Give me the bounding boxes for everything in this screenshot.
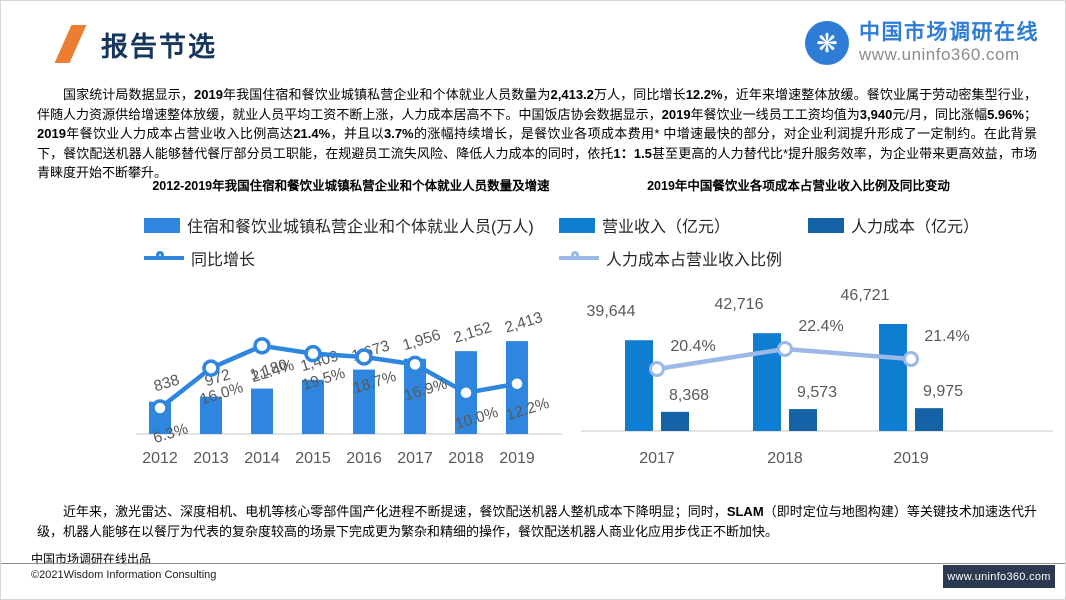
intro-paragraph: 国家统计局数据显示，2019年我国住宿和餐饮业城镇私营企业和个体就业人员数量为2…: [37, 87, 1037, 180]
svg-text:2017: 2017: [397, 450, 433, 467]
legend-label: 营业收入（亿元）: [602, 219, 731, 236]
legend-item-labor-cost: 人力成本（亿元）: [808, 213, 979, 237]
legend-label: 人力成本（亿元）: [851, 219, 980, 236]
svg-text:2,413: 2,413: [503, 309, 545, 337]
svg-text:21.4%: 21.4%: [924, 328, 969, 345]
legend-label: 同比增长: [191, 252, 256, 269]
bar-swatch-icon: [808, 217, 845, 233]
svg-text:2016: 2016: [346, 450, 382, 467]
line-swatch-icon: [144, 251, 184, 260]
left-chart-legend: 住宿和餐饮业城镇私营企业和个体就业人员(万人) 同比增长: [144, 213, 534, 279]
bar-swatch-icon: [144, 217, 180, 233]
footer-url-badge[interactable]: www.uninfo360.com: [943, 565, 1055, 588]
svg-text:42,716: 42,716: [715, 296, 764, 313]
section-slash-icon: [54, 25, 87, 63]
legend-label: 住宿和餐饮业城镇私营企业和个体就业人员(万人): [187, 219, 534, 236]
svg-text:1,956: 1,956: [401, 327, 443, 355]
svg-text:9,975: 9,975: [923, 383, 963, 400]
svg-text:2012: 2012: [142, 450, 178, 467]
page-title: 报告节选: [101, 32, 217, 62]
right-chart-legend: 营业收入（亿元） 人力成本（亿元） 人力成本占营业收入比例: [559, 213, 979, 279]
bar-swatch-icon: [559, 217, 595, 233]
logo-url: www.uninfo360.com: [859, 45, 1020, 65]
footer-divider: [1, 563, 1065, 564]
svg-text:9,573: 9,573: [797, 384, 837, 401]
line-swatch-icon: [559, 251, 599, 260]
outro-paragraph: 近年来，激光雷达、深度相机、电机等核心零部件国产化进程不断提速，餐饮配送机器人整…: [37, 504, 1037, 539]
legend-item-employees: 住宿和餐饮业城镇私营企业和个体就业人员(万人): [144, 213, 534, 237]
legend-item-cost-ratio: 人力成本占营业收入比例: [559, 246, 782, 270]
svg-text:39,644: 39,644: [587, 303, 636, 320]
legend-item-yoy-growth: 同比增长: [144, 246, 255, 270]
site-logo[interactable]: ❋ 中国市场调研在线 www.uninfo360.com: [805, 21, 1039, 65]
logo-texts: 中国市场调研在线 www.uninfo360.com: [859, 21, 1039, 65]
legend-label: 人力成本占营业收入比例: [606, 252, 783, 269]
cost-revenue-bar-line-chart: 39,644 8,368 2017 42,716 9,573 2018 46,721 9,97…: [581, 287, 1053, 467]
svg-text:2018: 2018: [448, 450, 484, 467]
logo-name: 中国市场调研在线: [859, 21, 1039, 45]
svg-text:22.4%: 22.4%: [798, 318, 843, 335]
svg-text:2019: 2019: [893, 450, 929, 467]
footer-produced-by: 中国市场调研在线出品: [31, 552, 152, 566]
svg-text:8,368: 8,368: [669, 387, 709, 404]
svg-text:2014: 2014: [244, 450, 280, 467]
svg-text:20.4%: 20.4%: [670, 338, 715, 355]
right-chart-title: 2019年中国餐饮业各项成本占营业收入比例及同比变动: [647, 179, 950, 193]
svg-text:46,721: 46,721: [841, 287, 890, 304]
svg-text:2013: 2013: [193, 450, 229, 467]
legend-item-revenue: 营业收入（亿元）: [559, 213, 730, 237]
left-chart-title: 2012-2019年我国住宿和餐饮业城镇私营企业和个体就业人员数量及增速: [152, 179, 550, 193]
svg-text:2019: 2019: [499, 450, 535, 467]
svg-text:2,152: 2,152: [452, 319, 494, 347]
footer-copyright: ©2021Wisdom Information Consulting: [31, 569, 217, 581]
svg-text:2015: 2015: [295, 450, 331, 467]
employees-bar-line-chart: 838201297220131,18020141,40920151,673201…: [136, 309, 562, 467]
svg-text:838: 838: [152, 372, 182, 396]
snowflake-icon: ❋: [805, 21, 849, 65]
svg-text:2018: 2018: [767, 450, 803, 467]
svg-text:2017: 2017: [639, 450, 675, 467]
